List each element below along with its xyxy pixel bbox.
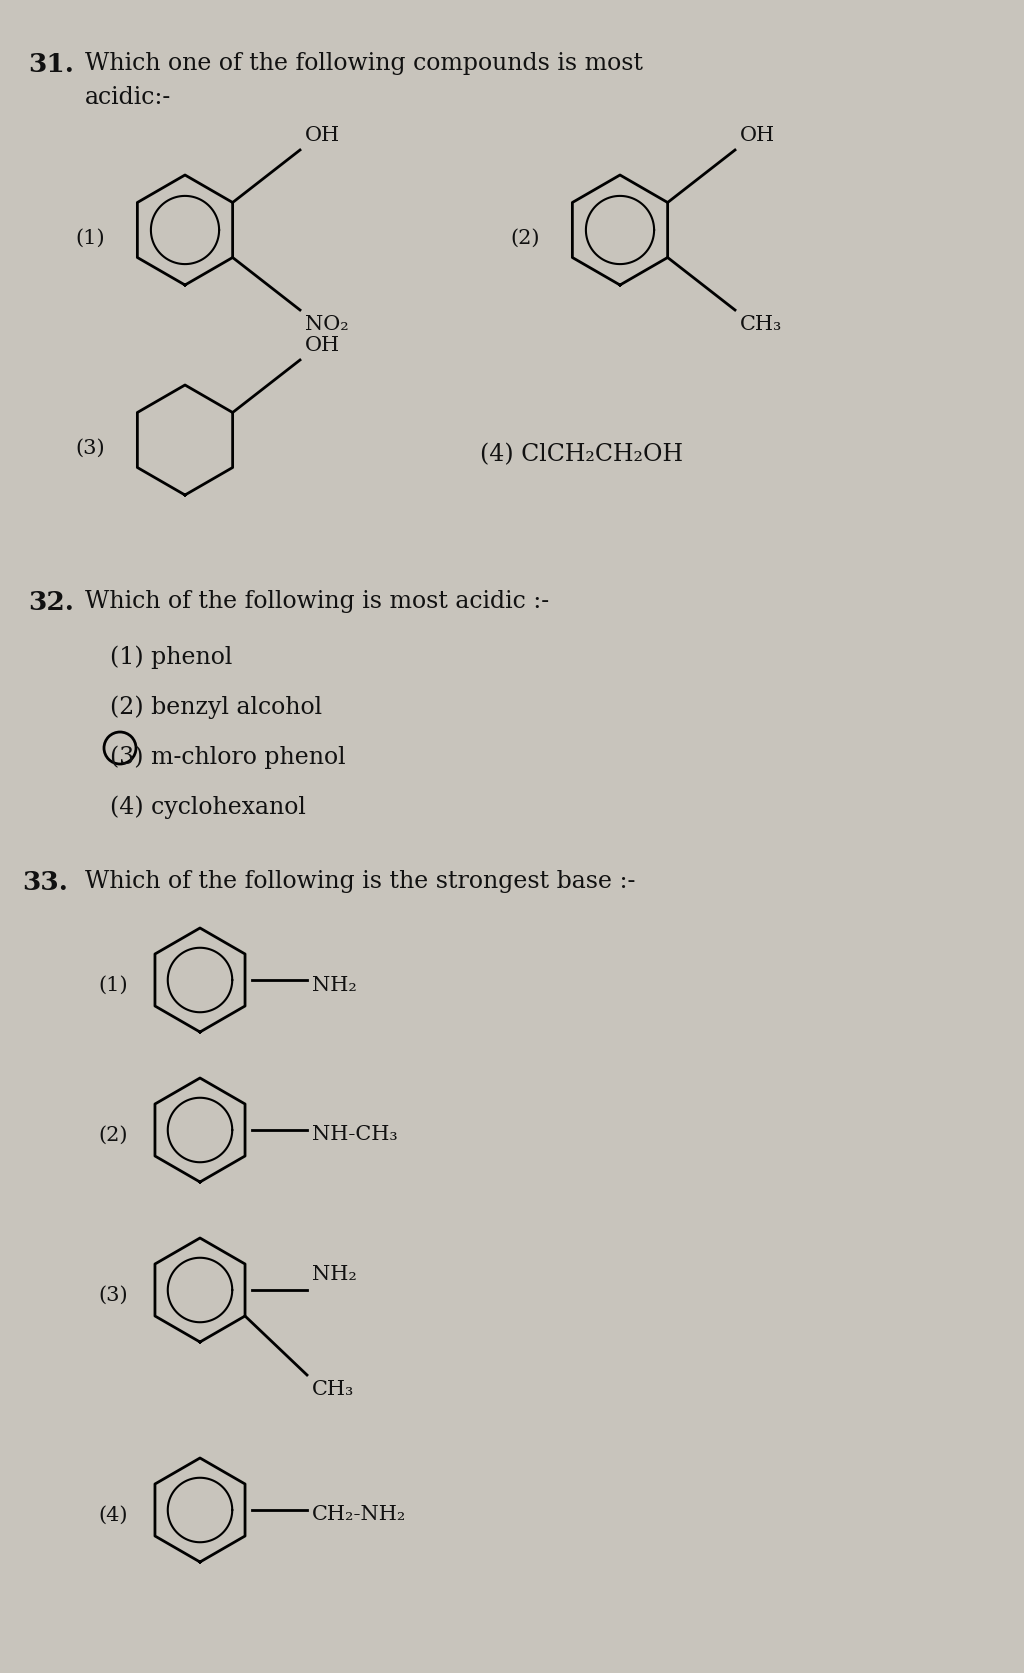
Text: 33.: 33. xyxy=(22,870,68,895)
Text: CH₃: CH₃ xyxy=(740,315,782,335)
Text: OH: OH xyxy=(305,125,340,146)
Text: (3): (3) xyxy=(75,438,104,457)
Text: (2): (2) xyxy=(510,229,540,248)
Text: (4): (4) xyxy=(98,1506,128,1524)
Text: CH₂-NH₂: CH₂-NH₂ xyxy=(312,1506,407,1524)
Text: acidic:-: acidic:- xyxy=(85,85,171,109)
Text: Which of the following is most acidic :-: Which of the following is most acidic :- xyxy=(85,591,549,612)
Text: NH₂: NH₂ xyxy=(312,975,357,994)
Text: (2) benzyl alcohol: (2) benzyl alcohol xyxy=(110,694,323,718)
Text: OH: OH xyxy=(740,125,775,146)
Text: (2): (2) xyxy=(98,1126,128,1144)
Text: (3): (3) xyxy=(98,1285,128,1305)
Text: (1): (1) xyxy=(98,975,128,994)
Text: NH-CH₃: NH-CH₃ xyxy=(312,1126,397,1144)
Text: Which one of the following compounds is most: Which one of the following compounds is … xyxy=(85,52,643,75)
Text: NH₂: NH₂ xyxy=(312,1265,357,1285)
Text: CH₃: CH₃ xyxy=(312,1380,354,1399)
Text: NO₂: NO₂ xyxy=(305,315,349,335)
Text: (4) ClCH₂CH₂OH: (4) ClCH₂CH₂OH xyxy=(480,443,683,467)
Text: OH: OH xyxy=(305,336,340,355)
Text: (1) phenol: (1) phenol xyxy=(110,646,232,669)
Text: (4) cyclohexanol: (4) cyclohexanol xyxy=(110,795,306,818)
Text: 31.: 31. xyxy=(28,52,74,77)
Text: 32.: 32. xyxy=(28,591,74,616)
Text: Which of the following is the strongest base :-: Which of the following is the strongest … xyxy=(85,870,635,893)
Text: (3) m-chloro phenol: (3) m-chloro phenol xyxy=(110,744,346,768)
Text: (1): (1) xyxy=(75,229,104,248)
